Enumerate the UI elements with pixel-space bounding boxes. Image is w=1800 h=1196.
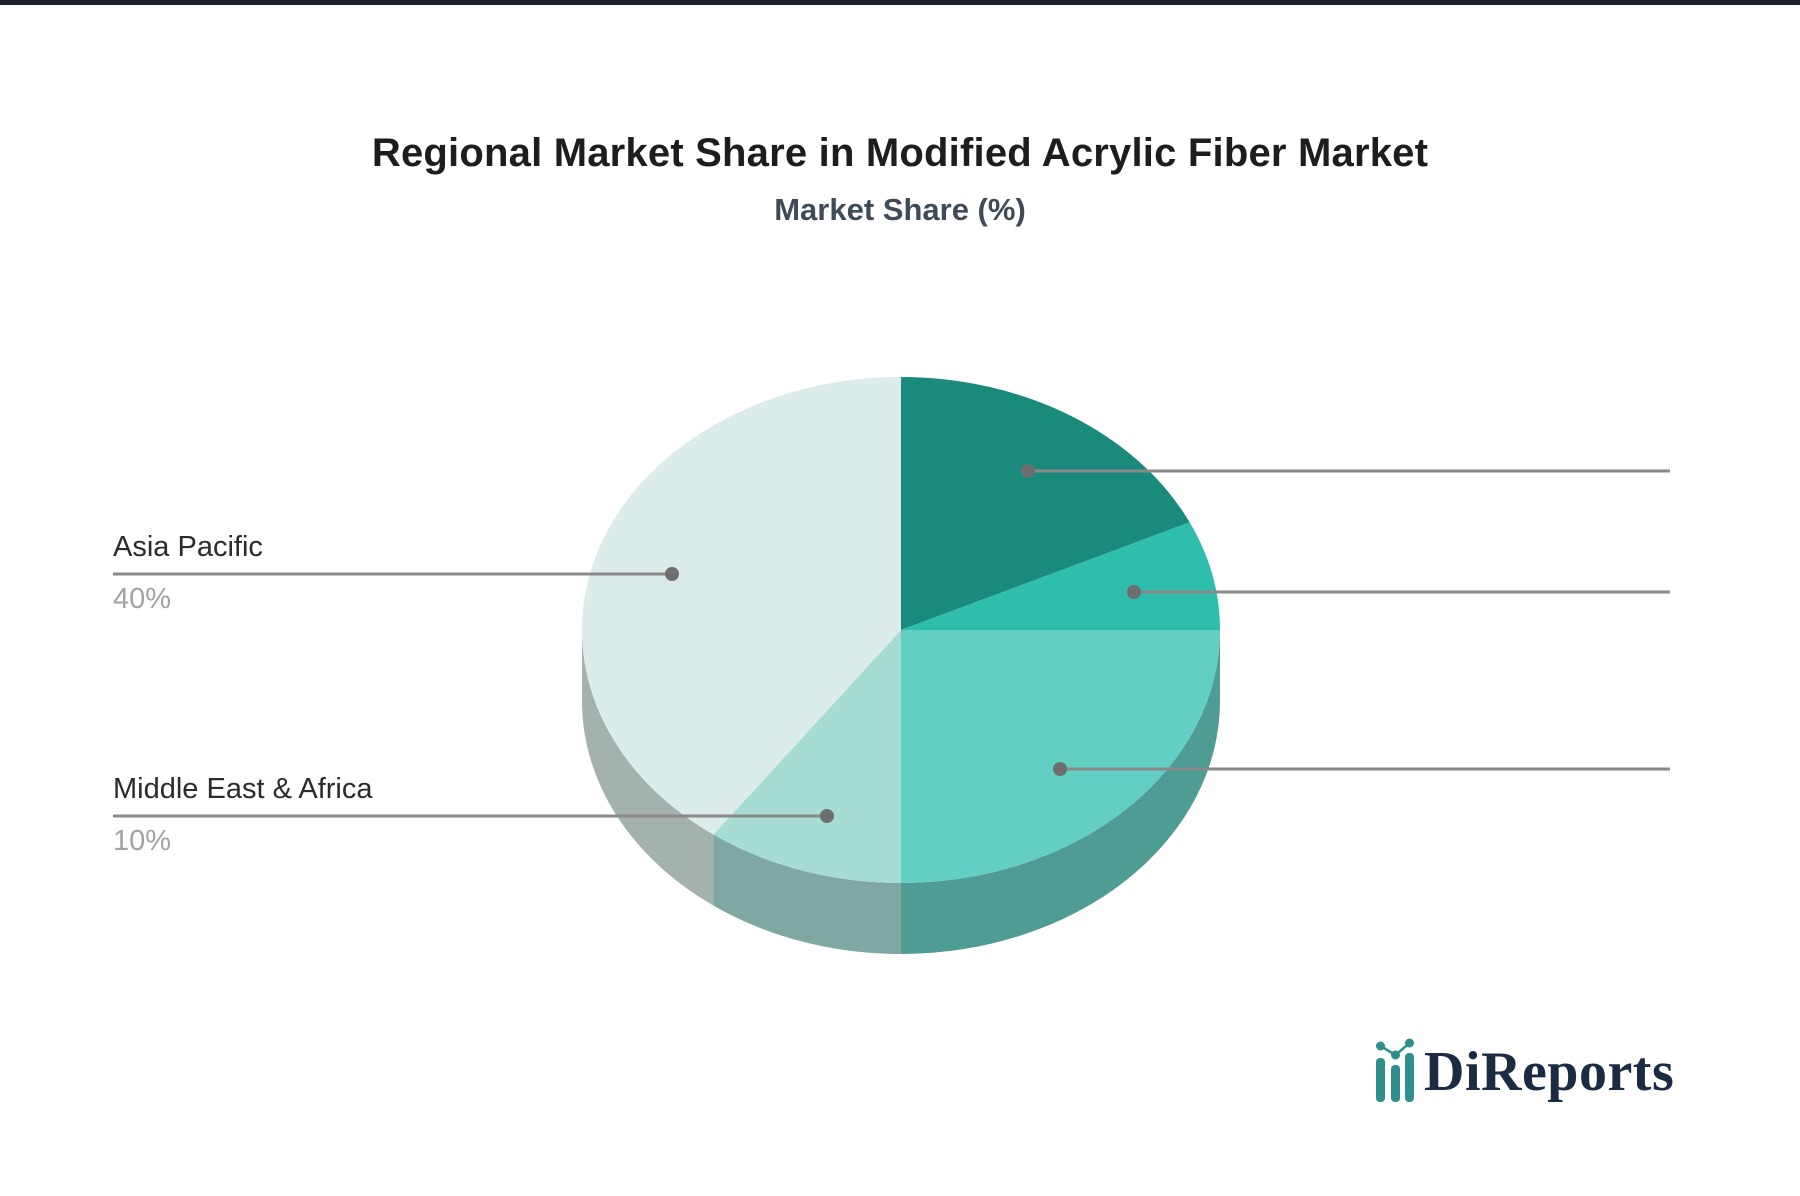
logo-text: DiReports — [1424, 1041, 1675, 1103]
pie-slice-south-america[interactable] — [901, 522, 1220, 630]
logo-dot — [1405, 1038, 1414, 1048]
callout-dot-asia-pacific — [665, 567, 679, 581]
pie-slice-side-asia-pacific — [582, 630, 714, 906]
slice-percentage: 40% — [113, 583, 172, 615]
callout-dot-middle-east-africa — [820, 809, 834, 823]
pie-slice-middle-east-africa[interactable] — [713, 630, 902, 883]
slice-percentage: 10% — [113, 825, 172, 857]
callout-dot-north-america — [1021, 464, 1035, 478]
bar-line-chart-icon — [1376, 1038, 1414, 1102]
logo-bar — [1376, 1058, 1385, 1102]
slice-label: Asia Pacific — [113, 531, 263, 563]
callout-dot-europe — [1053, 762, 1067, 776]
pie-slice-side-middle-east-africa — [713, 834, 901, 954]
pie-slice-side-europe — [901, 630, 1220, 954]
pie-slice-asia-pacific[interactable] — [582, 377, 901, 835]
pie-slice-europe[interactable] — [901, 630, 1220, 883]
window-top-border — [0, 0, 1800, 5]
callout-dot-south-america — [1127, 585, 1141, 599]
logo-bar — [1405, 1053, 1414, 1102]
pie-slice-north-america[interactable] — [901, 377, 1190, 630]
chart-subtitle: Market Share (%) — [774, 192, 1026, 227]
chart-title: Regional Market Share in Modified Acryli… — [371, 131, 1429, 175]
slice-label: Middle East & Africa — [113, 773, 373, 805]
direports-logo: DiReports — [1372, 1036, 1702, 1116]
logo-bar — [1391, 1065, 1400, 1102]
